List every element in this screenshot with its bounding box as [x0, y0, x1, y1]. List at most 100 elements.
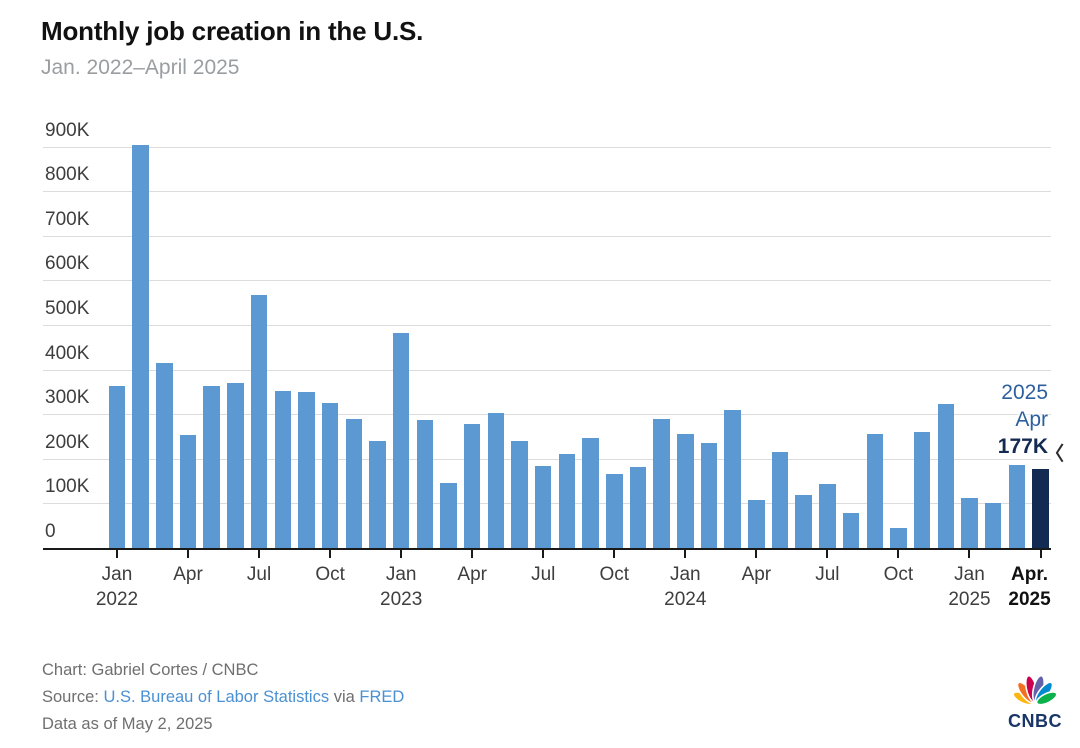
- bar: [771, 451, 789, 548]
- gridline: [43, 280, 1051, 282]
- bar: [274, 391, 291, 548]
- x-tick: [897, 550, 900, 558]
- annotation-value: 177K: [997, 435, 1048, 458]
- x-axis-month-label: Apr.: [1011, 564, 1048, 585]
- y-axis-label: 0: [45, 521, 56, 542]
- bar: [653, 418, 670, 548]
- bar: [179, 434, 197, 548]
- x-axis-month-label: Jan: [101, 564, 133, 585]
- bar: [937, 403, 955, 548]
- bar: [866, 434, 883, 548]
- bar: [748, 499, 765, 548]
- bar: [203, 385, 220, 548]
- x-axis-year-label: 2025: [1008, 589, 1051, 610]
- x-tick: [684, 550, 687, 558]
- x-axis-month-label: Oct: [599, 564, 630, 585]
- bar: [250, 294, 268, 548]
- y-axis-label: 300K: [45, 387, 90, 409]
- y-axis-label: 200K: [45, 431, 90, 453]
- x-tick: [187, 550, 190, 558]
- annotation-pointer-icon: 〈: [1045, 444, 1065, 465]
- x-axis-year-label: 2023: [380, 589, 423, 610]
- bar: [156, 363, 173, 548]
- x-tick: [329, 550, 332, 558]
- gridline: [43, 414, 1051, 416]
- bar: [321, 403, 339, 548]
- cnbc-wordmark: CNBC: [1008, 711, 1062, 731]
- via-text: via: [333, 688, 355, 706]
- x-tick: [542, 550, 545, 558]
- bar: [606, 474, 623, 548]
- x-axis-month-label: Oct: [883, 564, 914, 585]
- fred-link[interactable]: FRED: [359, 688, 405, 706]
- x-axis-month-label: Jan: [385, 564, 417, 585]
- x-tick: [1039, 550, 1042, 558]
- bar: [1008, 465, 1026, 548]
- x-axis-year-label: 2024: [664, 589, 707, 610]
- x-axis-month-label: Jan: [669, 564, 701, 585]
- x-axis-month-label: Apr: [741, 564, 772, 585]
- bar: [227, 382, 244, 548]
- x-axis-month-label: Apr: [173, 564, 203, 585]
- bar: [724, 409, 741, 548]
- x-axis-month-label: Jul: [815, 564, 840, 585]
- x-axis-line: [43, 548, 1051, 550]
- bar: [298, 391, 315, 548]
- y-axis-label: 900K: [45, 119, 90, 141]
- bar: [795, 495, 812, 548]
- x-axis-month-label: Jul: [246, 564, 272, 585]
- bar: [369, 441, 386, 548]
- bar: [961, 498, 978, 548]
- gridline: [43, 146, 1051, 148]
- gridline: [43, 235, 1051, 237]
- gridline: [43, 369, 1051, 371]
- bar: [1032, 469, 1049, 548]
- source-label: Source:: [42, 688, 99, 706]
- bar: [913, 431, 931, 548]
- bar: [440, 482, 457, 548]
- bar: [629, 466, 647, 548]
- bar: [534, 465, 552, 548]
- peacock-icon: [1012, 674, 1058, 706]
- bar: [984, 502, 1002, 548]
- bar: [463, 424, 481, 548]
- bar: [392, 333, 410, 548]
- chart-title: Monthly job creation in the U.S.: [41, 16, 424, 46]
- cnbc-logo: CNBC: [1004, 664, 1066, 732]
- bar: [132, 144, 149, 548]
- x-tick: [755, 550, 758, 558]
- y-axis-label: 600K: [45, 253, 90, 275]
- x-tick: [400, 550, 403, 558]
- x-axis-year-label: 2022: [95, 589, 139, 610]
- bar: [416, 419, 434, 548]
- x-axis-year-label: 2025: [948, 589, 991, 610]
- bar: [819, 483, 836, 548]
- bar: [890, 528, 907, 548]
- bar: [582, 438, 599, 548]
- bar: [558, 454, 576, 548]
- bar: [842, 513, 860, 548]
- y-axis-label: 100K: [45, 476, 90, 498]
- y-axis-label: 500K: [45, 298, 90, 319]
- bar: [108, 385, 126, 548]
- x-axis-month-label: Jul: [531, 564, 556, 585]
- x-tick: [826, 550, 829, 558]
- gridline: [43, 458, 1051, 460]
- bar: [511, 440, 528, 548]
- y-axis-label: 700K: [45, 208, 90, 230]
- bar: [700, 442, 718, 548]
- bar: [345, 418, 363, 548]
- gridline: [43, 325, 1051, 326]
- annotation-month: Apr: [1015, 408, 1048, 431]
- footer-source-line: Source: U.S. Bureau of Labor Statistics …: [42, 688, 404, 707]
- chart-subtitle: Jan. 2022–April 2025: [41, 56, 240, 79]
- x-tick: [116, 550, 118, 558]
- footer-data-as-of: Data as of May 2, 2025: [42, 715, 213, 733]
- x-axis-month-label: Apr: [457, 564, 487, 585]
- y-axis-label: 400K: [45, 342, 90, 364]
- annotation-year: 2025: [1001, 381, 1048, 404]
- x-tick: [471, 550, 474, 558]
- x-tick: [968, 550, 971, 558]
- x-axis-month-label: Jan: [954, 564, 985, 585]
- bls-link[interactable]: U.S. Bureau of Labor Statistics: [103, 688, 330, 706]
